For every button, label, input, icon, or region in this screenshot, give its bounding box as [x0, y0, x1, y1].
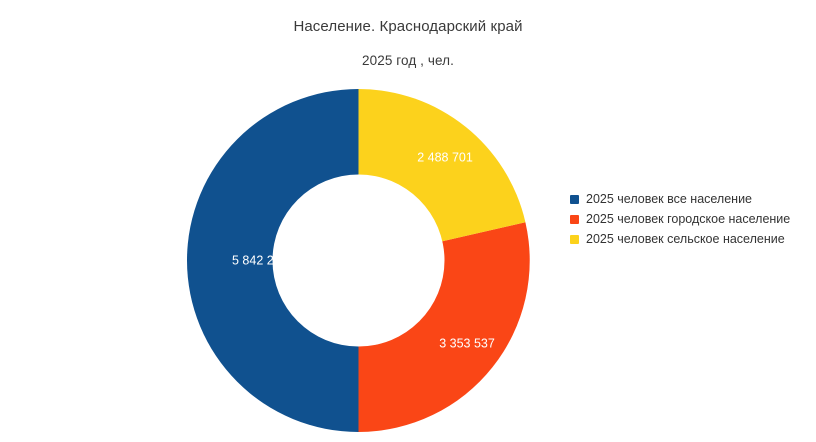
legend-swatch-icon — [570, 214, 579, 224]
legend-item-urban-population[interactable]: 2025 человек городское население — [570, 210, 814, 228]
legend-item-label: 2025 человек все население — [586, 191, 753, 206]
donut-hole — [272, 174, 445, 347]
chart-header: Население. Краснодарский край 2025 год ,… — [0, 0, 816, 69]
slice-label-all-population: 5 842 238 — [232, 253, 288, 267]
legend-swatch-icon — [570, 234, 579, 244]
legend-item-label: 2025 человек городское население — [586, 211, 791, 226]
slice-label-urban-population: 3 353 537 — [439, 336, 495, 350]
slice-label-rural-population: 2 488 701 — [417, 150, 473, 164]
legend-item-all-population[interactable]: 2025 человек все население — [570, 190, 814, 208]
legend-item-rural-population[interactable]: 2025 человек сельское население — [570, 230, 814, 248]
legend-swatch-icon — [570, 194, 579, 204]
donut-chart-plot: 5 842 238 3 353 537 2 488 701 — [187, 89, 530, 432]
chart-legend: 2025 человек все население 2025 человек … — [570, 190, 814, 250]
chart-subtitle: 2025 год , чел. — [362, 53, 454, 68]
chart-title: Население. Краснодарский край — [293, 18, 523, 35]
donut-chart-svg: 5 842 238 3 353 537 2 488 701 — [187, 89, 530, 432]
legend-item-label: 2025 человек сельское население — [586, 231, 785, 246]
